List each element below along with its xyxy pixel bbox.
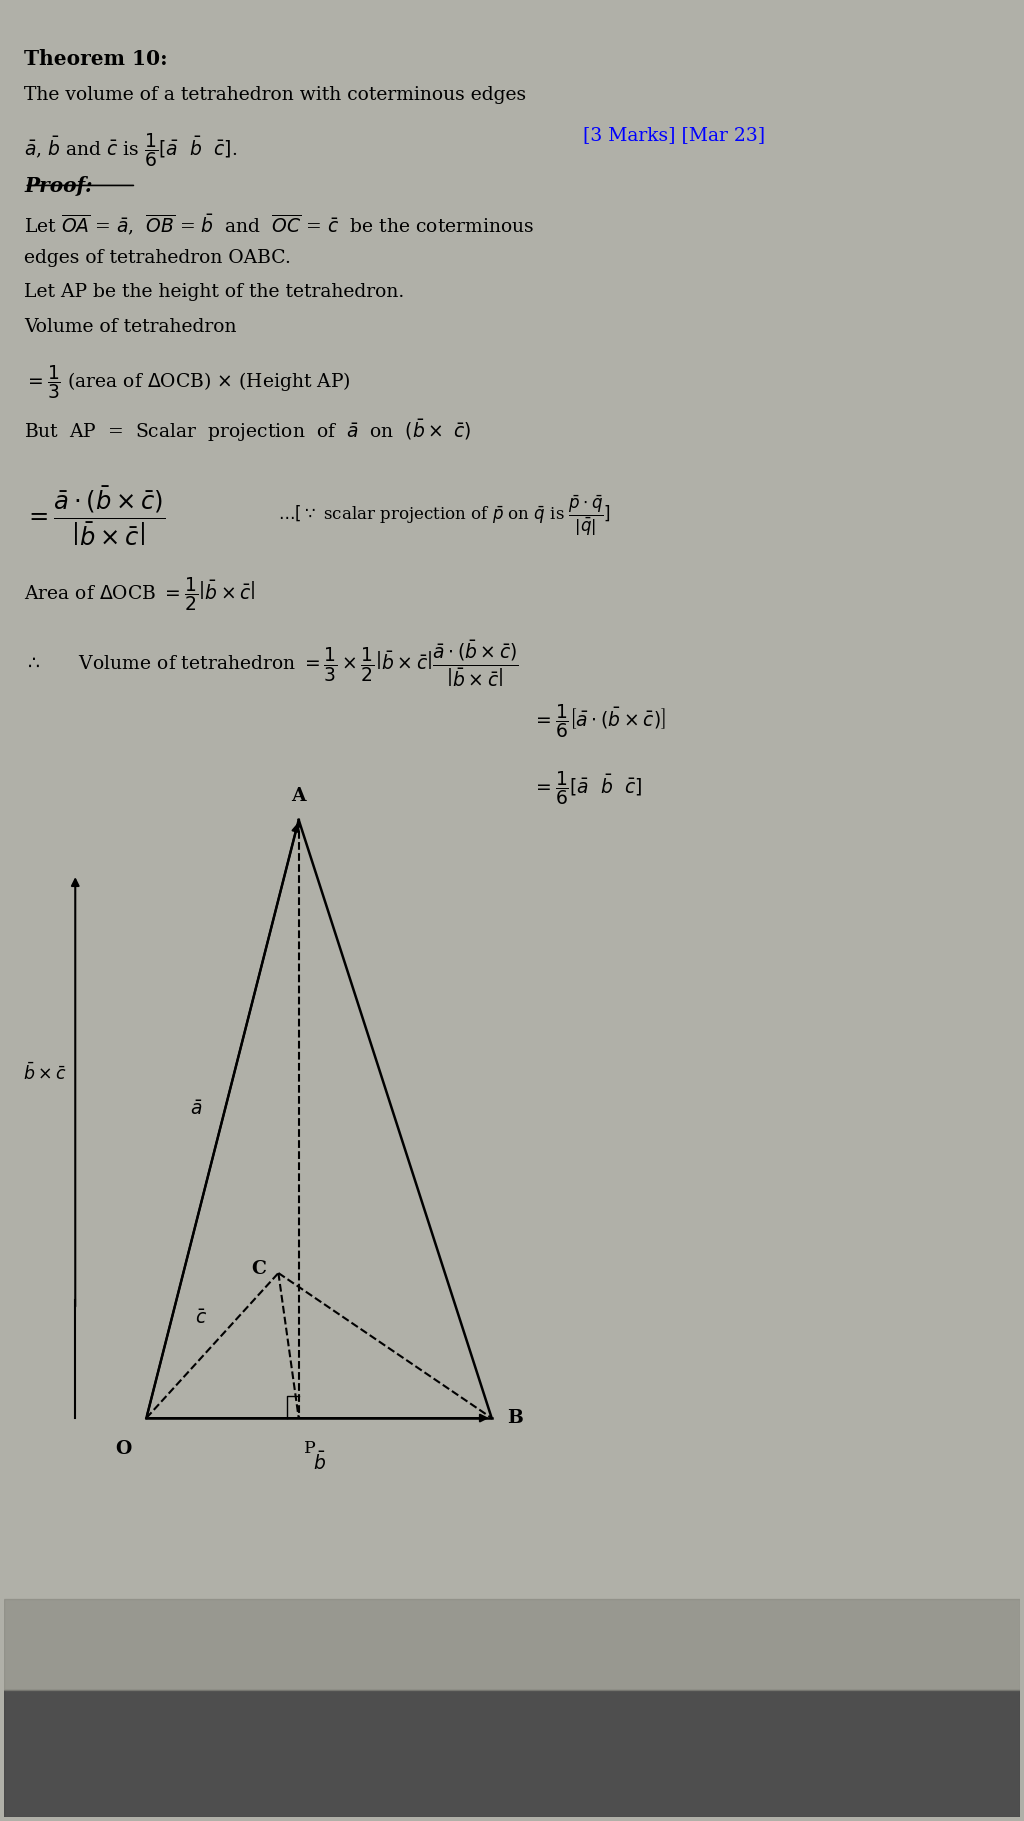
Text: $= \dfrac{1}{6}\left[\bar{a}\ \ \bar{b}\ \ \bar{c}\right]$: $= \dfrac{1}{6}\left[\bar{a}\ \ \bar{b}\…: [532, 768, 643, 807]
Text: $\ldots\left[\because\right.$ scalar projection of $\bar{p}$ on $\bar{q}$ is $\d: $\ldots\left[\because\right.$ scalar pro…: [279, 493, 611, 537]
Text: C: C: [251, 1260, 266, 1278]
Text: B: B: [507, 1409, 522, 1428]
Text: $\bar{a}$, $\bar{b}$ and $\bar{c}$ is $\dfrac{1}{6}$$\left[\bar{a}\ \ \bar{b}\ \: $\bar{a}$, $\bar{b}$ and $\bar{c}$ is $\…: [25, 131, 238, 169]
Text: [3 Marks] [Mar 23]: [3 Marks] [Mar 23]: [583, 126, 765, 144]
Text: $\bar{a}$: $\bar{a}$: [189, 1100, 202, 1120]
Text: $\therefore$      Volume of tetrahedron $= \dfrac{1}{3}\times\dfrac{1}{2}\left|\: $\therefore$ Volume of tetrahedron $= \d…: [25, 639, 519, 688]
Text: $\bar{c}$: $\bar{c}$: [196, 1309, 207, 1328]
Text: A: A: [292, 787, 306, 805]
Bar: [4, 1690, 1020, 1817]
Text: P: P: [304, 1440, 315, 1457]
Text: Let AP be the height of the tetrahedron.: Let AP be the height of the tetrahedron.: [25, 284, 404, 300]
Text: $\bar{b}$: $\bar{b}$: [312, 1451, 326, 1473]
Text: Area of $\Delta$OCB $= \dfrac{1}{2}\left|\bar{b}\times\bar{c}\right|$: Area of $\Delta$OCB $= \dfrac{1}{2}\left…: [25, 575, 256, 614]
Text: $\bar{b}\times\bar{c}$: $\bar{b}\times\bar{c}$: [24, 1063, 68, 1083]
Bar: [4, 1599, 1020, 1690]
Text: Let $\overline{OA}$ = $\bar{a}$,  $\overline{OB}$ = $\bar{b}$  and  $\overline{O: Let $\overline{OA}$ = $\bar{a}$, $\overl…: [25, 213, 535, 239]
Text: The volume of a tetrahedron with coterminous edges: The volume of a tetrahedron with cotermi…: [25, 86, 526, 104]
Text: O: O: [115, 1440, 131, 1459]
Text: $= \dfrac{\bar{a}\cdot\left(\bar{b}\times\bar{c}\right)}{\left|\bar{b}\times\bar: $= \dfrac{\bar{a}\cdot\left(\bar{b}\time…: [25, 484, 166, 548]
Text: But  AP  =  Scalar  projection  of  $\bar{a}$  on  $(\bar{b}\times\ \bar{c})$: But AP = Scalar projection of $\bar{a}$ …: [25, 417, 472, 444]
Text: $= \dfrac{1}{6}\left[\bar{a}\cdot\left(\bar{b}\times\bar{c}\right)\right]$: $= \dfrac{1}{6}\left[\bar{a}\cdot\left(\…: [532, 703, 667, 739]
Text: edges of tetrahedron OABC.: edges of tetrahedron OABC.: [25, 249, 292, 268]
Text: Volume of tetrahedron: Volume of tetrahedron: [25, 317, 237, 335]
Text: Theorem 10:: Theorem 10:: [25, 49, 168, 69]
Text: $= \dfrac{1}{3}$ (area of $\Delta$OCB) $\times$ (Height AP): $= \dfrac{1}{3}$ (area of $\Delta$OCB) $…: [25, 362, 351, 401]
Text: Proof:: Proof:: [25, 177, 93, 197]
